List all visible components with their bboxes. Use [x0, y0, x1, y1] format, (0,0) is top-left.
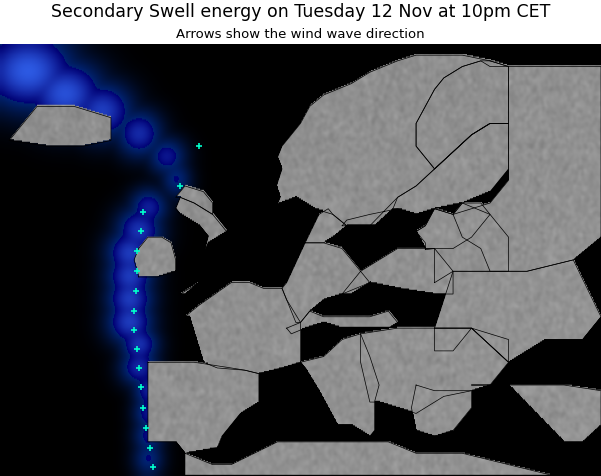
Text: Secondary Swell energy on Tuesday 12 Nov at 10pm CET: Secondary Swell energy on Tuesday 12 Nov… — [51, 3, 550, 21]
Text: Arrows show the wind wave direction: Arrows show the wind wave direction — [176, 28, 425, 40]
